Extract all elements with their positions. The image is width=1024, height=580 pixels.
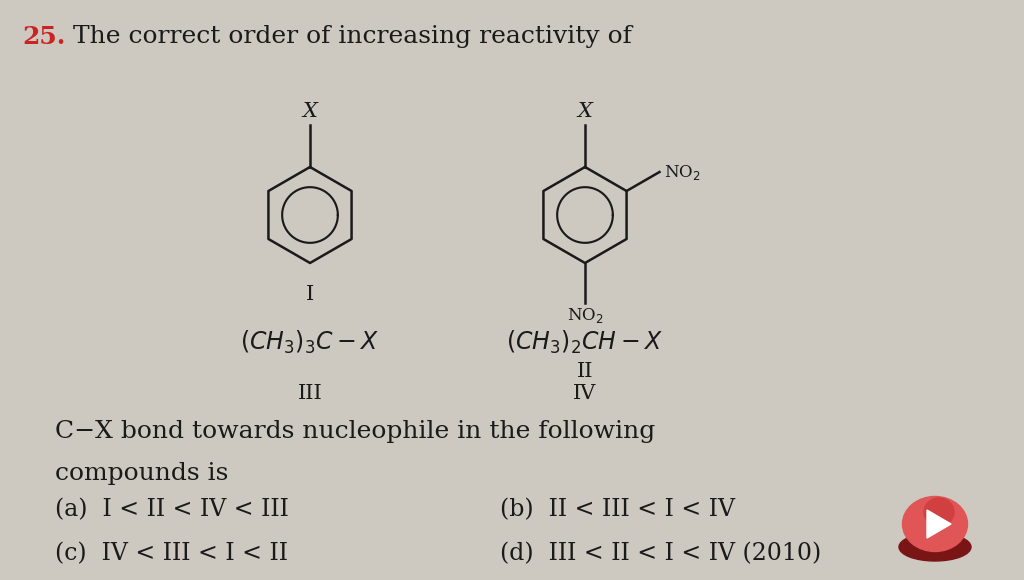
Ellipse shape — [924, 498, 954, 526]
Text: NO$_2$: NO$_2$ — [665, 162, 701, 182]
Text: $(CH_3)_3C-X$: $(CH_3)_3C-X$ — [241, 328, 380, 356]
Text: 25.: 25. — [22, 25, 66, 49]
Text: IV: IV — [573, 384, 597, 403]
Text: (d)  III < II < I < IV (2010): (d) III < II < I < IV (2010) — [500, 542, 821, 565]
Text: (b)  II < III < I < IV: (b) II < III < I < IV — [500, 498, 735, 521]
Text: X: X — [302, 102, 317, 121]
Polygon shape — [927, 510, 951, 538]
Text: (a)  I < II < IV < III: (a) I < II < IV < III — [55, 498, 289, 521]
Ellipse shape — [902, 496, 968, 552]
Text: NO$_2$: NO$_2$ — [566, 306, 603, 325]
Text: (c)  IV < III < I < II: (c) IV < III < I < II — [55, 542, 288, 565]
Text: C−X bond towards nucleophile in the following: C−X bond towards nucleophile in the foll… — [55, 420, 655, 443]
Text: I: I — [306, 285, 314, 304]
Text: compounds is: compounds is — [55, 462, 228, 485]
Text: The correct order of increasing reactivity of: The correct order of increasing reactivi… — [65, 25, 632, 48]
Ellipse shape — [899, 533, 971, 561]
Text: III: III — [298, 384, 323, 403]
Text: II: II — [577, 362, 593, 381]
Text: $(CH_3)_2CH-X$: $(CH_3)_2CH-X$ — [507, 328, 664, 356]
Text: X: X — [578, 102, 593, 121]
